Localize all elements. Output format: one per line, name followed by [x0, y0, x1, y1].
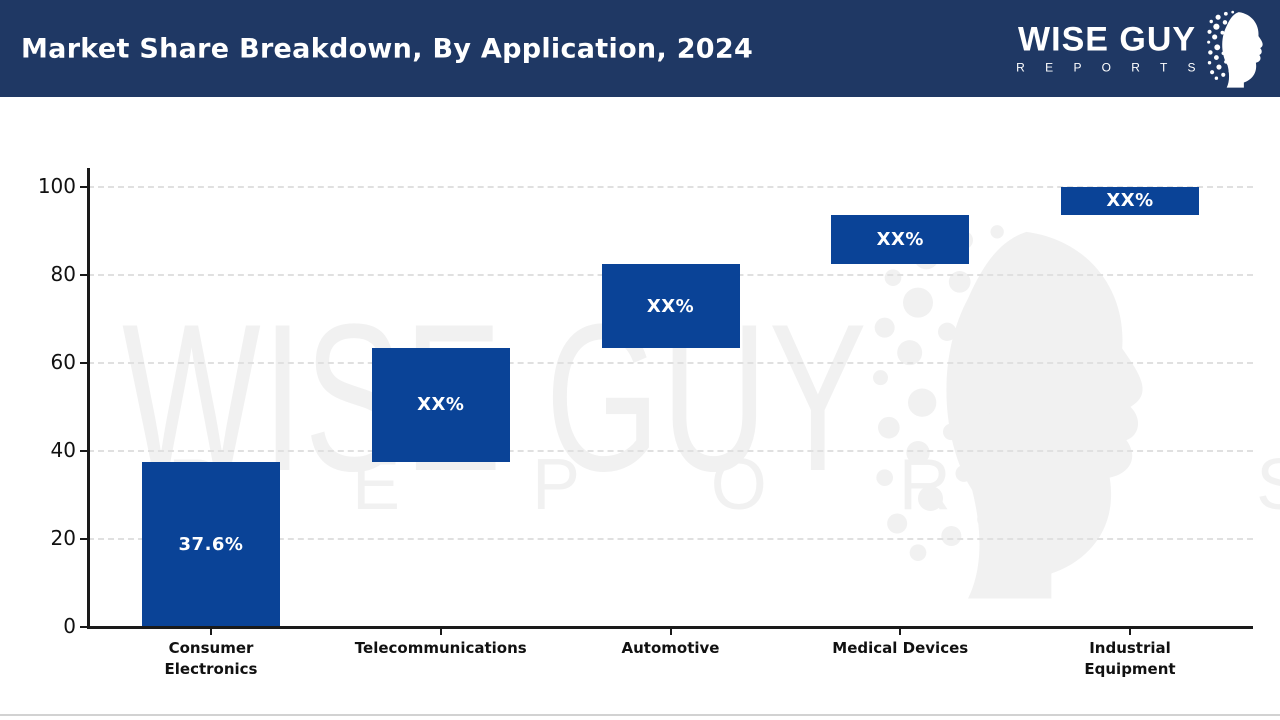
y-tick-label: 0	[63, 614, 76, 638]
y-tick-label: 100	[37, 174, 76, 198]
page-title: Market Share Breakdown, By Application, …	[21, 33, 754, 64]
x-tick-mark	[1129, 627, 1131, 635]
x-category-label: Telecommunications	[354, 639, 527, 657]
x-category-label: Consumer Electronics	[164, 639, 258, 678]
y-tick-mark	[80, 274, 88, 276]
watermark-head-icon	[873, 225, 1143, 599]
bar-4: XX%	[831, 214, 970, 265]
bar-value-label: XX%	[1106, 190, 1154, 212]
x-category-label: Medical Devices	[832, 639, 969, 657]
watermark-subtitle: R E P O R T S	[168, 445, 1280, 525]
logo-text: WISE GUY R E P O R T S	[1010, 23, 1204, 75]
bar-value-label: 37.6%	[178, 533, 244, 555]
bar-2: XX%	[371, 348, 510, 462]
y-tick-mark	[80, 362, 88, 364]
x-tick-mark	[210, 627, 212, 635]
y-tick-mark	[80, 626, 88, 628]
bar-5: XX%	[1061, 187, 1199, 215]
bar-value-label: XX%	[417, 394, 465, 416]
x-category-label: Industrial Equipment	[1084, 639, 1176, 678]
page-bottom-divider	[0, 714, 1280, 716]
y-axis-spine	[87, 168, 90, 629]
y-gridline	[88, 450, 1253, 452]
y-gridline	[88, 538, 1253, 540]
waterfall-chart: WISE GUY R E P O R T S 0 20 40 60 80 100 37.6%…	[0, 97, 1280, 717]
bar-3: XX%	[601, 264, 740, 349]
x-tick-mark	[899, 627, 902, 635]
y-tick-label: 60	[50, 350, 76, 374]
y-tick-mark	[80, 538, 88, 540]
y-gridline	[88, 186, 1253, 188]
y-gridline	[88, 362, 1253, 364]
x-tick-mark	[669, 627, 672, 635]
y-tick-mark	[80, 186, 88, 188]
wise-guy-head-icon	[1207, 10, 1263, 88]
x-axis-spine	[87, 626, 1253, 629]
wise-guy-logo: WISE GUY R E P O R T S	[1010, 9, 1268, 88]
y-tick-label: 80	[50, 262, 76, 286]
y-tick-label: 40	[50, 438, 76, 462]
y-tick-label: 20	[50, 526, 76, 550]
bar-1: 37.6%	[142, 461, 280, 627]
logo-wordmark: WISE GUY	[1018, 20, 1197, 59]
bar-value-label: XX%	[876, 229, 924, 251]
x-tick-mark	[439, 627, 442, 635]
logo-subtitle: R E P O R T S	[1016, 60, 1204, 75]
y-tick-mark	[80, 450, 88, 452]
x-category-label: Automotive	[621, 639, 720, 657]
header-banner: Market Share Breakdown, By Application, …	[0, 0, 1280, 97]
bar-value-label: XX%	[646, 295, 695, 317]
